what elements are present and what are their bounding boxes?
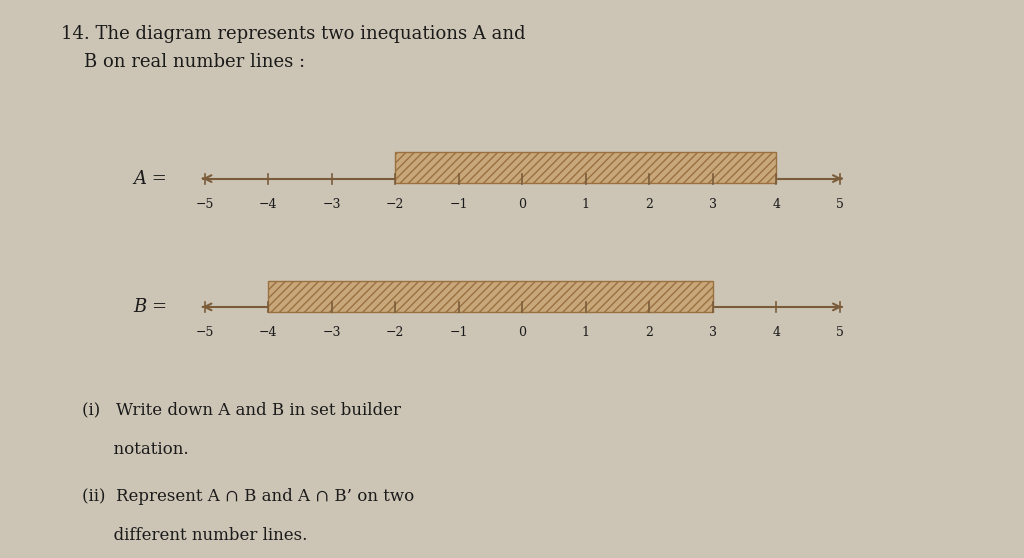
Text: 1: 1 (582, 198, 590, 210)
Text: −2: −2 (386, 326, 404, 339)
Bar (395, 152, 776, 183)
Text: −3: −3 (323, 326, 341, 339)
Text: B =: B = (133, 298, 167, 316)
Text: 3: 3 (709, 326, 717, 339)
Text: 2: 2 (645, 326, 653, 339)
Text: different number lines.: different number lines. (82, 527, 307, 544)
Text: notation.: notation. (82, 441, 188, 458)
Text: −4: −4 (259, 198, 278, 210)
Text: 4: 4 (772, 326, 780, 339)
Text: −5: −5 (196, 326, 214, 339)
Text: (i)   Write down A and B in set builder: (i) Write down A and B in set builder (82, 402, 401, 418)
Text: −2: −2 (386, 198, 404, 210)
Text: 1: 1 (582, 326, 590, 339)
Text: 5: 5 (836, 326, 844, 339)
Text: −4: −4 (259, 326, 278, 339)
Text: 0: 0 (518, 326, 526, 339)
Text: B on real number lines :: B on real number lines : (61, 53, 305, 71)
Text: 0: 0 (518, 198, 526, 210)
Text: (ii)  Represent A ∩ B and A ∩ B’ on two: (ii) Represent A ∩ B and A ∩ B’ on two (82, 488, 414, 505)
Text: −5: −5 (196, 198, 214, 210)
Text: −1: −1 (450, 198, 468, 210)
Text: −3: −3 (323, 198, 341, 210)
Text: 5: 5 (836, 198, 844, 210)
Bar (268, 281, 713, 311)
Text: 4: 4 (772, 198, 780, 210)
Text: A =: A = (133, 170, 167, 187)
Text: 3: 3 (709, 198, 717, 210)
Text: −1: −1 (450, 326, 468, 339)
Text: 2: 2 (645, 198, 653, 210)
Text: 14. The diagram represents two inequations A and: 14. The diagram represents two inequatio… (61, 25, 526, 43)
